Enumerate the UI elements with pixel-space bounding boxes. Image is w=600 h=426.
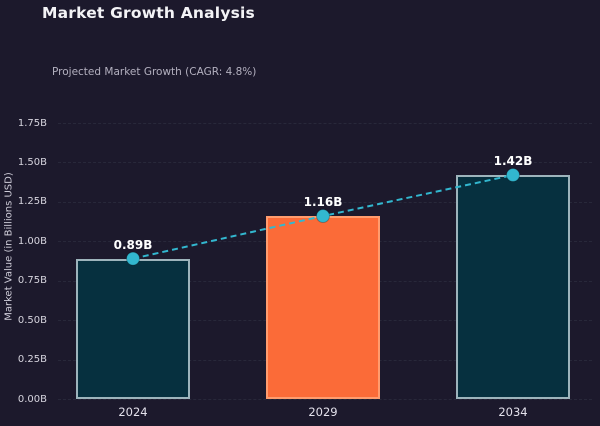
y-tick-label: 1.75B (17, 117, 47, 129)
bar-2024 (76, 258, 190, 399)
gridline (58, 123, 592, 124)
bar-value-label: 1.16B (303, 195, 343, 210)
x-tick-label: 2029 (308, 405, 338, 419)
y-tick-label: 0.00B (17, 393, 47, 405)
x-tick-label: 2034 (498, 405, 528, 419)
bar-2034 (456, 175, 570, 399)
chart-title: Market Growth Analysis (42, 4, 255, 22)
y-tick-label: 0.75B (17, 275, 47, 287)
x-tick-label: 2024 (118, 405, 148, 419)
gridline (58, 399, 592, 400)
bar-value-label: 1.42B (493, 154, 533, 169)
y-tick-label: 1.25B (17, 196, 47, 208)
bar-2029 (266, 216, 380, 399)
bar-value-label: 0.89B (113, 237, 153, 252)
chart-subtitle: Projected Market Growth (CAGR: 4.8%) (52, 66, 257, 78)
y-tick-label: 0.50B (17, 314, 47, 326)
y-tick-label: 1.00B (17, 235, 47, 247)
y-tick-label: 0.25B (17, 354, 47, 366)
gridline (58, 162, 592, 164)
y-tick-label: 1.50B (17, 156, 47, 168)
